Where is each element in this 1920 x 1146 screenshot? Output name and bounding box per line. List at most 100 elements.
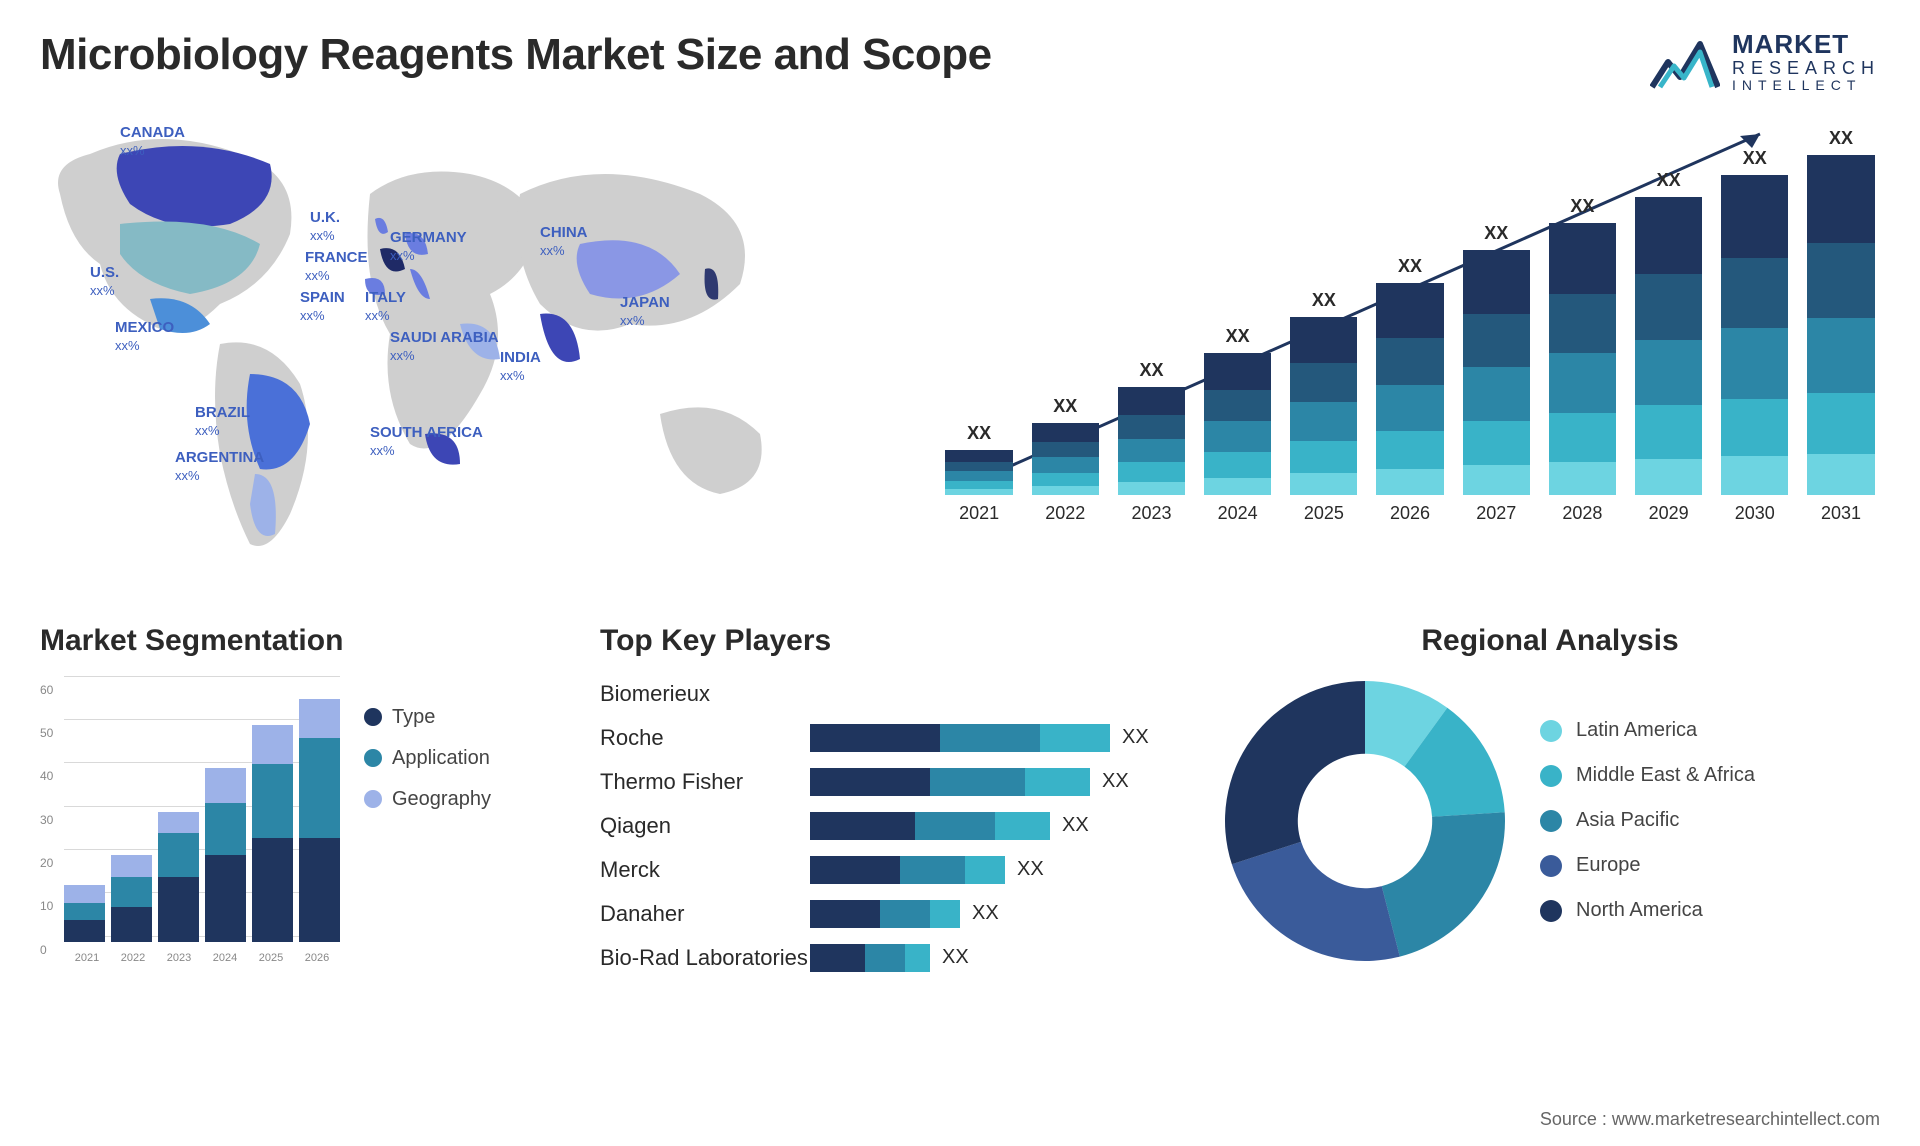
bar-segment [1204,478,1271,495]
bar-segment [1463,421,1530,465]
player-bar [810,856,1005,884]
bar-segment [1721,258,1788,328]
bar-segment [1290,363,1357,402]
source-attribution: Source : www.marketresearchintellect.com [1540,1109,1880,1130]
seg-ytick: 10 [40,899,53,913]
brand-logo: MARKET RESEARCH INTELLECT [1650,30,1880,94]
bar-segment [1376,338,1443,385]
bar-value-label: XX [1484,223,1508,244]
map-label: SAUDI ARABIAxx% [390,329,499,365]
player-bar-segment [930,900,960,928]
player-value-label: XX [1102,770,1129,793]
bar-year-label: 2023 [1131,503,1171,524]
player-value-label: XX [1122,726,1149,749]
bar-value-label: XX [1053,396,1077,417]
bar-segment [1635,340,1702,406]
logo-icon [1650,32,1720,92]
segmentation-legend: TypeApplicationGeography [364,706,491,811]
bar-segment [1721,399,1788,457]
seg-xtick: 2023 [167,952,191,964]
player-bar-segment [865,944,905,972]
legend-label: Middle East & Africa [1576,764,1755,787]
legend-dot-icon [364,749,382,767]
player-bar-segment [940,724,1040,752]
legend-dot-icon [1540,810,1562,832]
bar-value-label: XX [1829,128,1853,149]
map-label: SOUTH AFRICAxx% [370,424,483,460]
seg-bar [64,885,105,941]
player-bar [810,724,1110,752]
seg-bar [252,725,293,942]
player-name: Biomerieux [600,681,810,707]
logo-line1: MARKET [1732,30,1880,59]
bar-segment [1118,439,1185,463]
bar-segment [1118,387,1185,415]
bar-segment [1807,155,1874,243]
segmentation-chart: 0102030405060202120222023202420252026 [40,676,340,966]
player-bar-segment [905,944,930,972]
bar-segment [1635,459,1702,495]
seg-bar [158,812,199,942]
bar-segment [1376,283,1443,338]
seg-xtick: 2021 [75,952,99,964]
region-legend-item: Middle East & Africa [1540,764,1755,787]
world-map-panel: CANADAxx%U.S.xx%MEXICOxx%BRAZILxx%ARGENT… [40,114,900,594]
player-bar-segment [880,900,930,928]
regional-legend: Latin AmericaMiddle East & AfricaAsia Pa… [1540,719,1755,922]
map-label: JAPANxx% [620,294,670,330]
legend-dot-icon [1540,855,1562,877]
bar-segment [1635,274,1702,340]
player-bar-segment [965,856,1005,884]
legend-label: North America [1576,899,1703,922]
player-value-label: XX [1062,814,1089,837]
player-name: Roche [600,725,810,751]
bar-segment [1032,473,1099,486]
bar-segment [1376,385,1443,432]
legend-label: Europe [1576,854,1641,877]
map-label: GERMANYxx% [390,229,467,265]
seg-ytick: 20 [40,856,53,870]
player-bar-segment [900,856,965,884]
map-label: CHINAxx% [540,224,588,260]
seg-bar [111,855,152,942]
player-bar-segment [995,812,1050,840]
bar-year-label: 2031 [1821,503,1861,524]
region-legend-item: Europe [1540,854,1755,877]
map-label: U.S.xx% [90,264,119,300]
logo-line2: RESEARCH [1732,59,1880,79]
seg-bar-segment [299,699,340,738]
seg-ytick: 40 [40,769,53,783]
bar-segment [1549,413,1616,462]
player-row: QiagenXX [600,808,1190,844]
bar-year-label: 2024 [1218,503,1258,524]
bar-value-label: XX [1570,196,1594,217]
map-label: BRAZILxx% [195,404,250,440]
bar-segment [1549,353,1616,413]
seg-ytick: 30 [40,813,53,827]
bar-segment [1463,314,1530,368]
bar-value-label: XX [1657,170,1681,191]
bar-segment [1463,367,1530,421]
bar-segment [1463,250,1530,314]
player-row: Roche XX [600,720,1190,756]
bar-year-label: 2022 [1045,503,1085,524]
seg-ytick: 0 [40,943,47,957]
player-value-label: XX [1017,858,1044,881]
player-row: DanaherXX [600,896,1190,932]
seg-bar-segment [205,768,246,803]
map-label: ITALYxx% [365,289,406,325]
growth-bar-col: XX2030 [1716,148,1794,524]
growth-bar-col: XX2021 [940,423,1018,524]
bar-segment [945,450,1012,462]
bar-segment [945,489,1012,494]
bar-segment [1376,431,1443,469]
seg-bar-segment [111,855,152,877]
seg-ytick: 60 [40,683,53,697]
donut-slice [1232,842,1400,961]
bar-segment [1807,318,1874,393]
seg-bar-segment [252,838,293,942]
player-bar-segment [810,900,880,928]
regional-donut [1220,676,1510,966]
seg-bar-segment [111,907,152,942]
seg-bar [299,699,340,942]
